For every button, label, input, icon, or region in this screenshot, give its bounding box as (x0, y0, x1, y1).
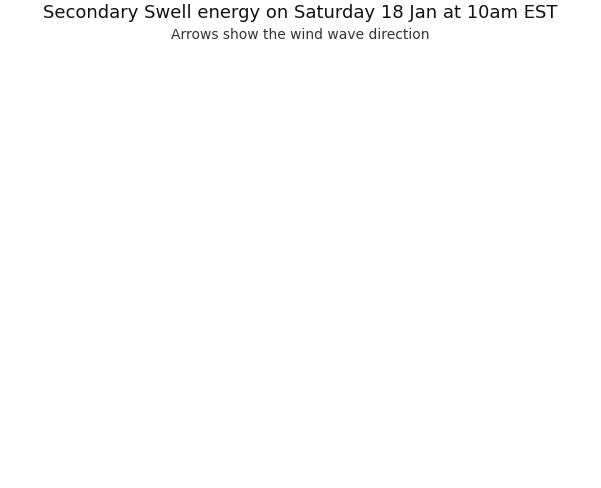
Text: Secondary Swell energy on Saturday 18 Jan at 10am EST: Secondary Swell energy on Saturday 18 Ja… (43, 4, 558, 22)
Text: Map (cartopy not available): Map (cartopy not available) (186, 258, 415, 276)
Text: Arrows show the wind wave direction: Arrows show the wind wave direction (171, 28, 430, 42)
